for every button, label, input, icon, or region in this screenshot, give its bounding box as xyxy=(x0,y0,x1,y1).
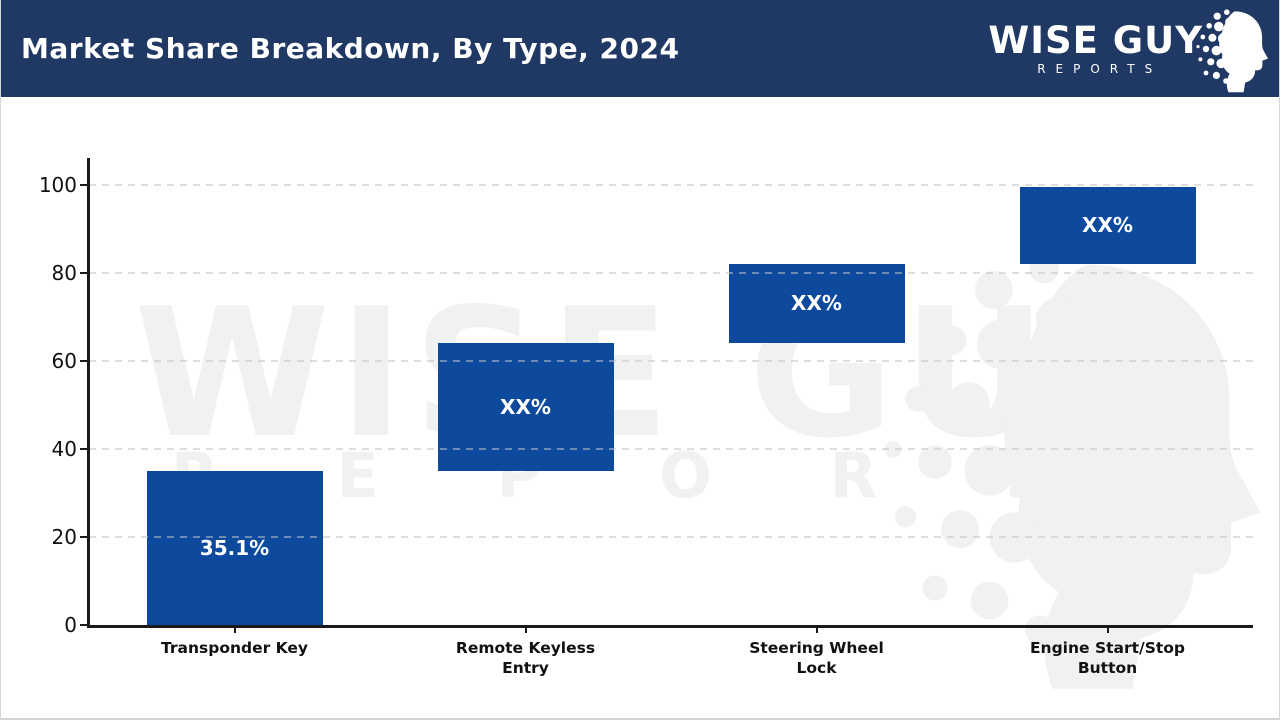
y-tickmark-80 xyxy=(80,272,89,274)
bar-label-1: 35.1% xyxy=(199,535,270,560)
y-tickmark-100 xyxy=(80,184,89,186)
y-axis-spine xyxy=(87,158,90,627)
logo-wordmark: WISE GUY xyxy=(988,19,1203,62)
bar-label-2: XX% xyxy=(500,394,551,419)
gridline-40 xyxy=(89,448,1253,450)
bar-label-3: XX% xyxy=(791,291,842,316)
x-tick-label-3: Steering Wheel Lock xyxy=(749,639,884,677)
bar-1 xyxy=(146,470,323,625)
bar-4 xyxy=(1019,187,1196,264)
y-tick-label-80: 80 xyxy=(51,261,77,285)
gridline-80 xyxy=(89,272,1253,274)
bar-3 xyxy=(728,263,905,343)
logo-subtitle: REPORTS xyxy=(1037,62,1163,76)
logo-text: WISE GUY REPORTS xyxy=(988,22,1203,76)
x-axis-spine xyxy=(87,625,1253,628)
y-tick-label-0: 0 xyxy=(64,613,77,637)
y-tickmark-0 xyxy=(80,624,89,626)
x-tickmark-3 xyxy=(815,625,818,633)
watermark: WISE GUY R E P O R T S xyxy=(1,97,1279,718)
y-tick-label-20: 20 xyxy=(51,525,77,549)
logo-head-icon xyxy=(1196,9,1268,93)
gridline-20 xyxy=(89,536,1253,538)
y-tickmark-40 xyxy=(80,448,89,450)
y-tickmark-60 xyxy=(80,360,89,362)
bar-label-4: XX% xyxy=(1082,213,1133,238)
logo: WISE GUY REPORTS xyxy=(988,4,1271,94)
y-tick-label-40: 40 xyxy=(51,437,77,461)
gridline-60 xyxy=(89,360,1253,362)
chart-title: Market Share Breakdown, By Type, 2024 xyxy=(21,32,680,65)
x-tick-label-4: Engine Start/Stop Button xyxy=(1029,639,1186,677)
gridline-100 xyxy=(89,184,1253,186)
y-tickmark-20 xyxy=(80,536,89,538)
y-tick-label-60: 60 xyxy=(51,349,77,373)
x-tick-label-2: Remote Keyless Entry xyxy=(455,639,596,677)
x-tickmark-4 xyxy=(1106,625,1109,633)
header-bar: Market Share Breakdown, By Type, 2024 WI… xyxy=(1,0,1279,97)
x-tick-label-1: Transponder Key xyxy=(160,639,308,657)
y-tick-label-100: 100 xyxy=(38,173,77,197)
watermark-head-icon xyxy=(884,254,1261,689)
x-tickmark-1 xyxy=(233,625,236,633)
x-tickmark-2 xyxy=(524,625,527,633)
